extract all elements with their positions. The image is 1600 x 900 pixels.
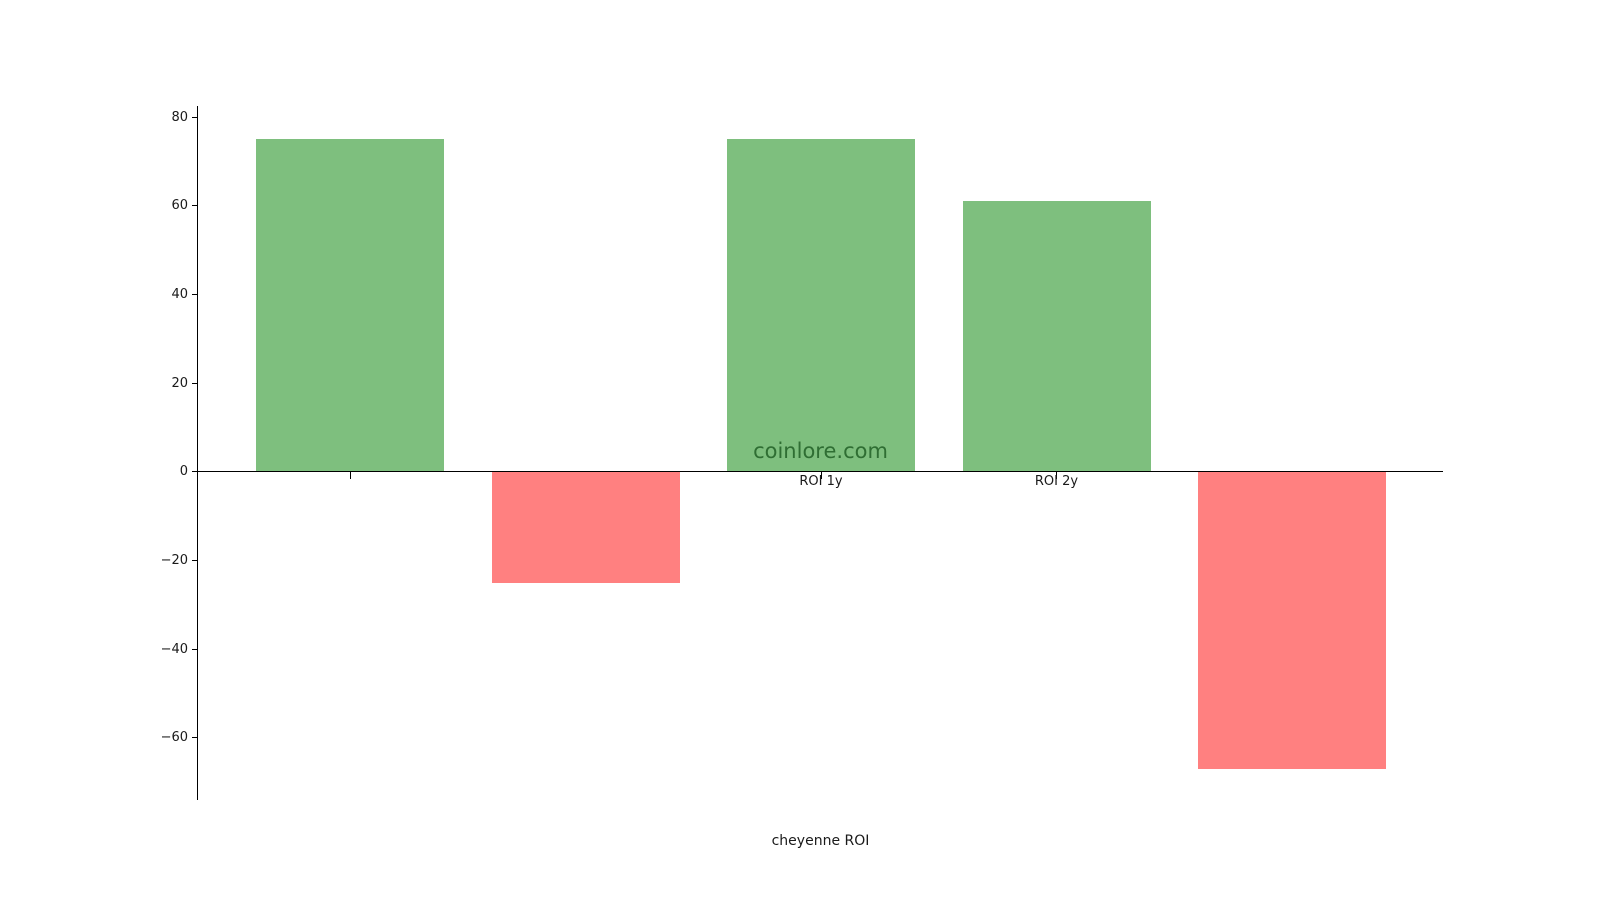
watermark-text: coinlore.com bbox=[753, 439, 888, 463]
positive-roi-bar bbox=[256, 139, 444, 472]
y-tick-mark bbox=[192, 648, 198, 650]
y-tick-label: 40 bbox=[171, 286, 188, 302]
y-tick-mark bbox=[192, 116, 198, 118]
y-tick-mark bbox=[192, 471, 198, 473]
y-tick-mark bbox=[192, 560, 198, 562]
y-axis-spine bbox=[197, 106, 198, 800]
negative-roi-bar bbox=[491, 471, 680, 583]
negative-roi-bar bbox=[1198, 471, 1386, 769]
y-tick-label: 80 bbox=[171, 109, 188, 125]
x-tick-mark bbox=[820, 471, 822, 479]
x-axis-title: cheyenne ROI bbox=[771, 833, 870, 849]
y-tick-mark bbox=[192, 737, 198, 739]
y-tick-label: −40 bbox=[160, 641, 188, 657]
y-tick-mark bbox=[192, 293, 198, 295]
y-tick-mark bbox=[192, 382, 198, 384]
x-tick-label: ROI 2y bbox=[1034, 473, 1079, 489]
y-tick-label: −60 bbox=[160, 730, 188, 746]
y-tick-label: 20 bbox=[171, 375, 188, 391]
positive-roi-bar bbox=[962, 201, 1151, 472]
x-tick-mark bbox=[349, 471, 351, 479]
x-axis-zero-line bbox=[198, 471, 1443, 473]
y-tick-label: −20 bbox=[160, 553, 188, 569]
y-tick-mark bbox=[192, 205, 198, 207]
x-tick-label: ROI 1y bbox=[799, 473, 843, 489]
y-tick-label: 0 bbox=[179, 464, 188, 480]
x-tick-mark bbox=[1056, 471, 1057, 479]
y-tick-label: 60 bbox=[171, 198, 188, 214]
positive-roi-bar bbox=[727, 139, 915, 472]
